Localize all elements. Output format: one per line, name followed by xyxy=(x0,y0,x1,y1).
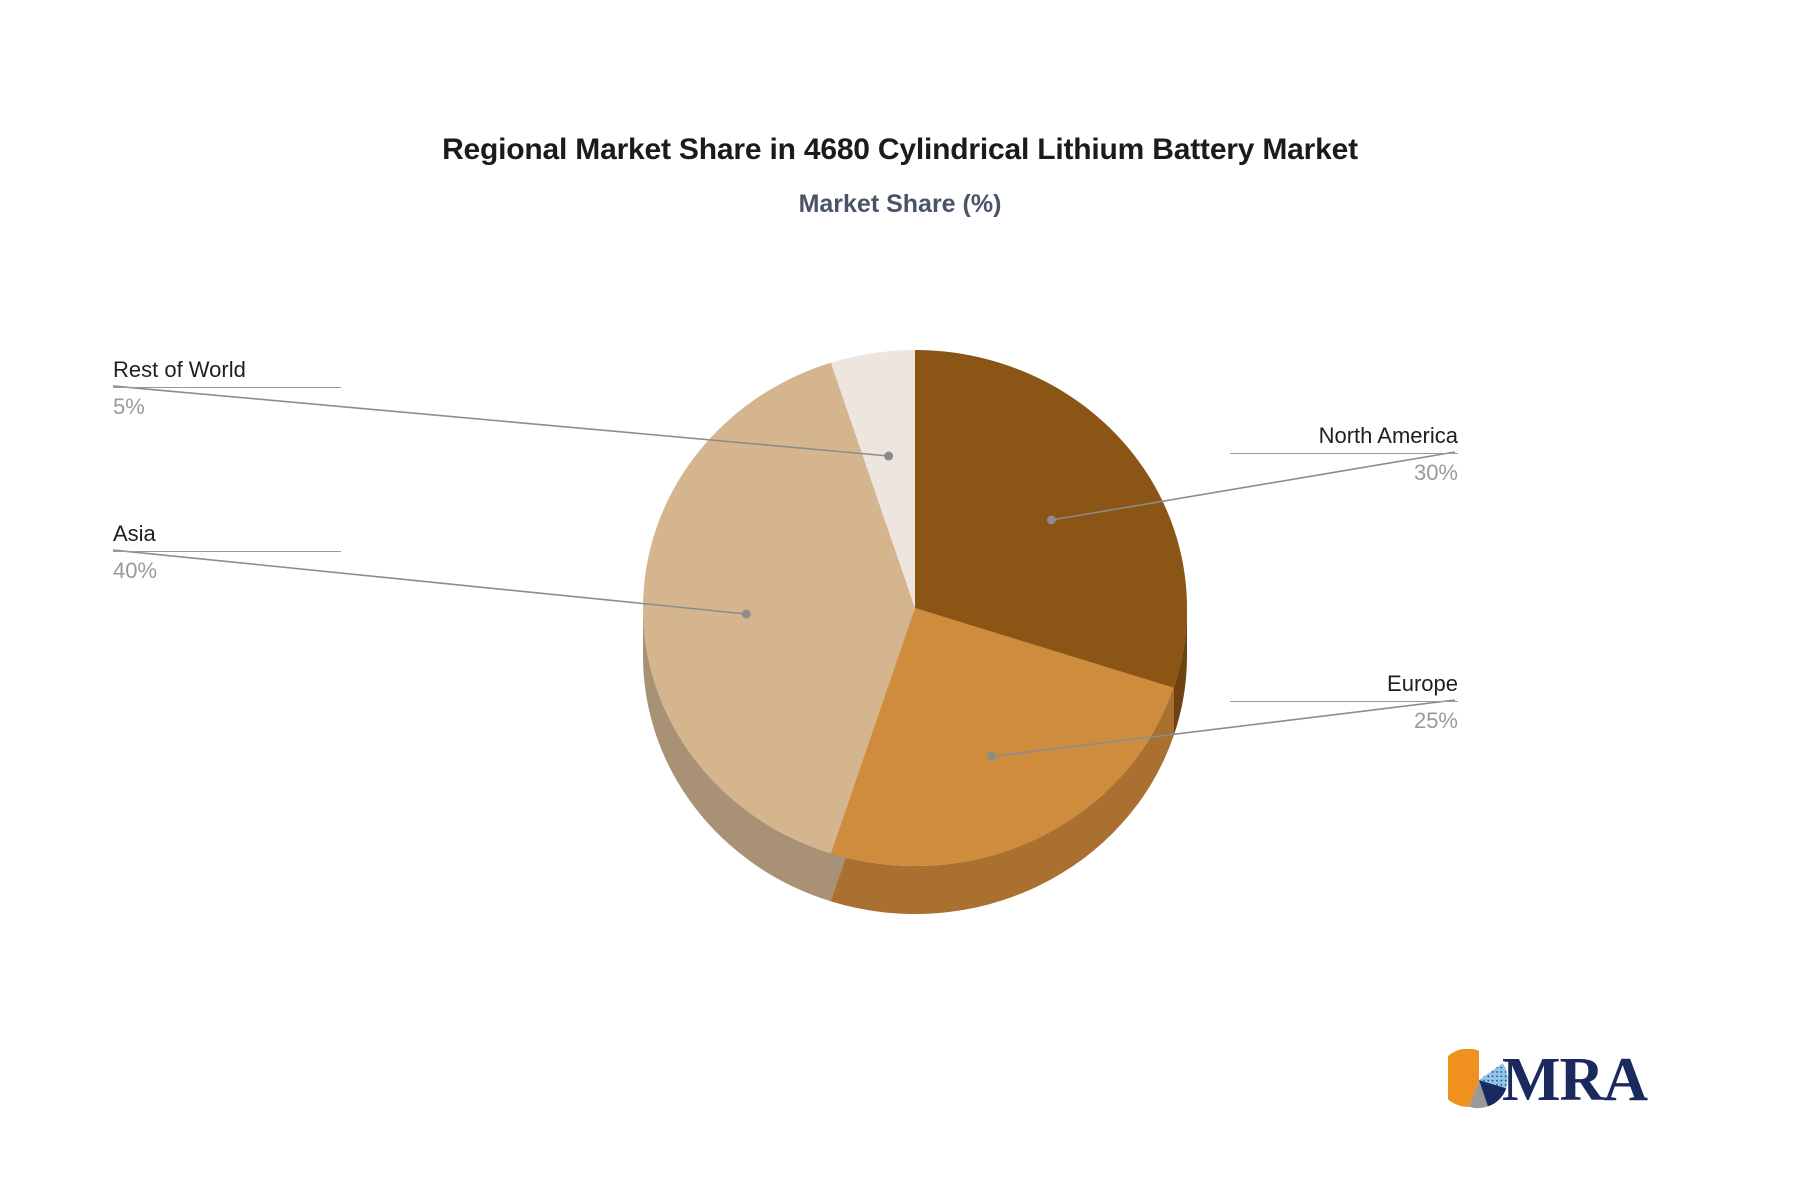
callout-rest-of-world: Rest of World 5% xyxy=(113,357,341,421)
callout-asia: Asia 40% xyxy=(113,521,341,585)
leader-dot xyxy=(884,451,894,461)
leader-line xyxy=(112,385,889,457)
callout-rule xyxy=(1230,700,1458,702)
pie-slice xyxy=(830,608,1174,867)
callout-value: 40% xyxy=(113,557,158,583)
callout-value: 5% xyxy=(113,393,145,419)
callout-label: Europe xyxy=(1387,671,1458,696)
leader-dot xyxy=(1046,515,1056,525)
pie-slice xyxy=(643,362,915,854)
pie-slice-side xyxy=(643,608,831,902)
logo-wordmark: MRA xyxy=(1502,1046,1648,1114)
pie-slice-side xyxy=(830,687,1174,915)
callout-label: Asia xyxy=(113,521,156,546)
callout-rule xyxy=(1230,452,1458,454)
leader-line xyxy=(991,699,1456,758)
chart-title: Regional Market Share in 4680 Cylindrica… xyxy=(442,133,1358,166)
callout-europe: Europe 25% xyxy=(1230,671,1458,735)
leader-line xyxy=(112,549,747,615)
pie-chart-logo-icon xyxy=(1448,1049,1508,1109)
pie-slice-side xyxy=(1173,608,1187,736)
chart-subtitle: Market Share (%) xyxy=(798,190,1002,218)
leader-line xyxy=(1051,451,1456,521)
pie-slice xyxy=(830,350,915,608)
pie-slices xyxy=(643,350,1187,867)
callout-rule xyxy=(113,550,341,552)
callout-rule xyxy=(113,386,341,388)
pie-leader-lines xyxy=(112,385,1456,762)
mra-logo: MRA xyxy=(1448,1042,1658,1118)
callout-label: Rest of World xyxy=(113,357,246,382)
callout-value: 30% xyxy=(1413,459,1458,485)
callout-value: 25% xyxy=(1413,707,1458,733)
leader-dot xyxy=(987,752,997,762)
callout-north-america: North America 30% xyxy=(1230,423,1458,487)
callout-label: North America xyxy=(1318,423,1458,448)
leader-dot xyxy=(741,609,751,619)
